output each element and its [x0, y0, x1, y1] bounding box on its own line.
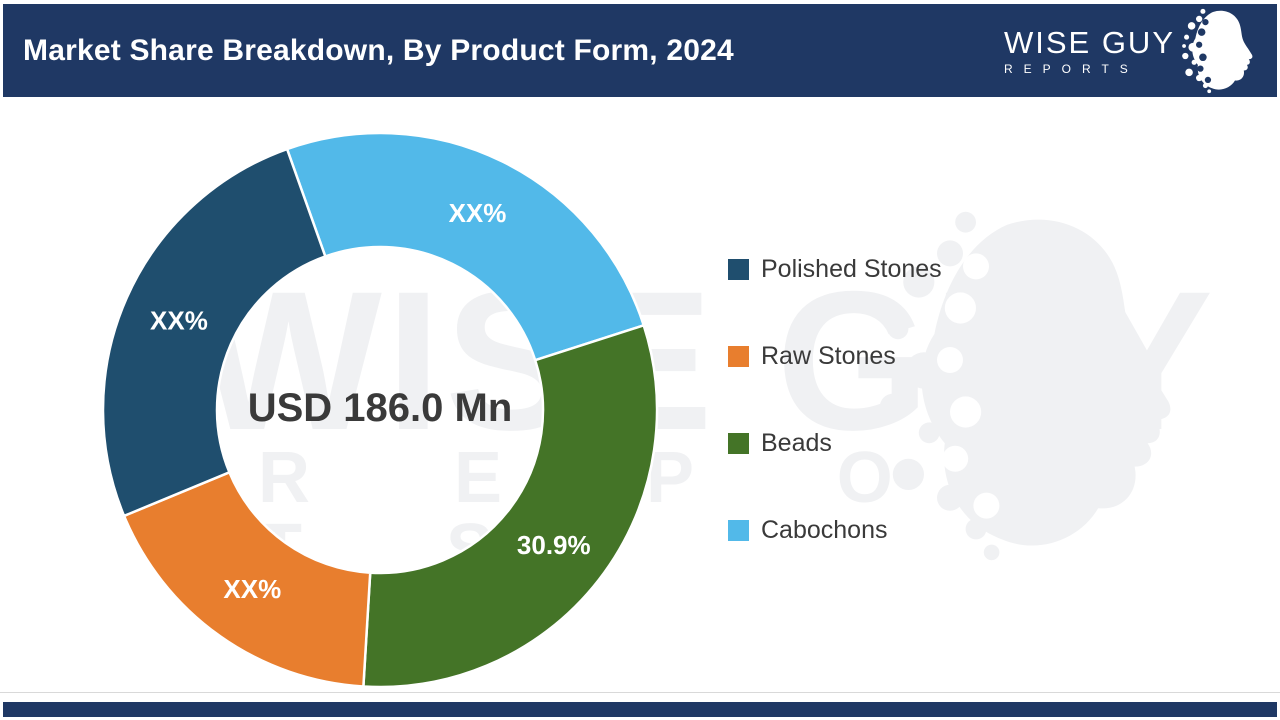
- donut-chart-svg: XX% 30.9% XX% XX% USD 186.0 Mn: [101, 131, 659, 689]
- legend-item-beads: Beads: [728, 428, 942, 458]
- legend-label-cabochons: Cabochons: [761, 516, 888, 544]
- legend-swatch-cabochons: [728, 519, 749, 541]
- donut-slice-beads: [362, 323, 659, 689]
- brand-subname: REPORTS: [1003, 61, 1139, 76]
- legend-label-polished-stones: Polished Stones: [761, 255, 942, 283]
- legend-swatch-beads: [728, 432, 749, 454]
- slice-value-label-cabochons: XX%: [449, 198, 507, 228]
- legend-label-beads: Beads: [761, 429, 832, 457]
- brand-logo-text: WISE GUY REPORTS: [1004, 27, 1175, 75]
- donut-slice-polished-stones: [101, 147, 327, 518]
- donut-slice-raw-stones: [122, 470, 372, 688]
- donut-center-label: USD 186.0 Mn: [248, 386, 513, 430]
- bottom-divider: [0, 692, 1280, 693]
- footer-bar: [3, 702, 1277, 717]
- page-title: Market Share Breakdown, By Product Form,…: [23, 33, 734, 67]
- donut-slice-cabochons: [285, 131, 646, 362]
- slice-value-label-polished-stones: XX%: [150, 306, 208, 336]
- slice-value-label-raw-stones: XX%: [223, 574, 281, 604]
- donut-chart: XX% 30.9% XX% XX% USD 186.0 Mn: [100, 131, 660, 691]
- legend-swatch-raw-stones: [728, 345, 749, 367]
- brand-name: WISE GUY: [1003, 24, 1175, 60]
- brand-head-icon: [1182, 8, 1253, 93]
- chart-legend: Polished Stones Raw Stones Beads Cabochons: [728, 254, 942, 545]
- legend-label-raw-stones: Raw Stones: [761, 342, 896, 370]
- legend-item-raw-stones: Raw Stones: [728, 341, 942, 371]
- header-bar: Market Share Breakdown, By Product Form,…: [3, 4, 1277, 97]
- brand-logo: WISE GUY REPORTS: [1004, 7, 1257, 95]
- slice-value-label-beads: 30.9%: [517, 530, 591, 560]
- legend-item-polished-stones: Polished Stones: [728, 254, 942, 284]
- legend-item-cabochons: Cabochons: [728, 515, 942, 545]
- legend-swatch-polished-stones: [728, 258, 749, 280]
- watermark-head-icon: [879, 211, 1171, 561]
